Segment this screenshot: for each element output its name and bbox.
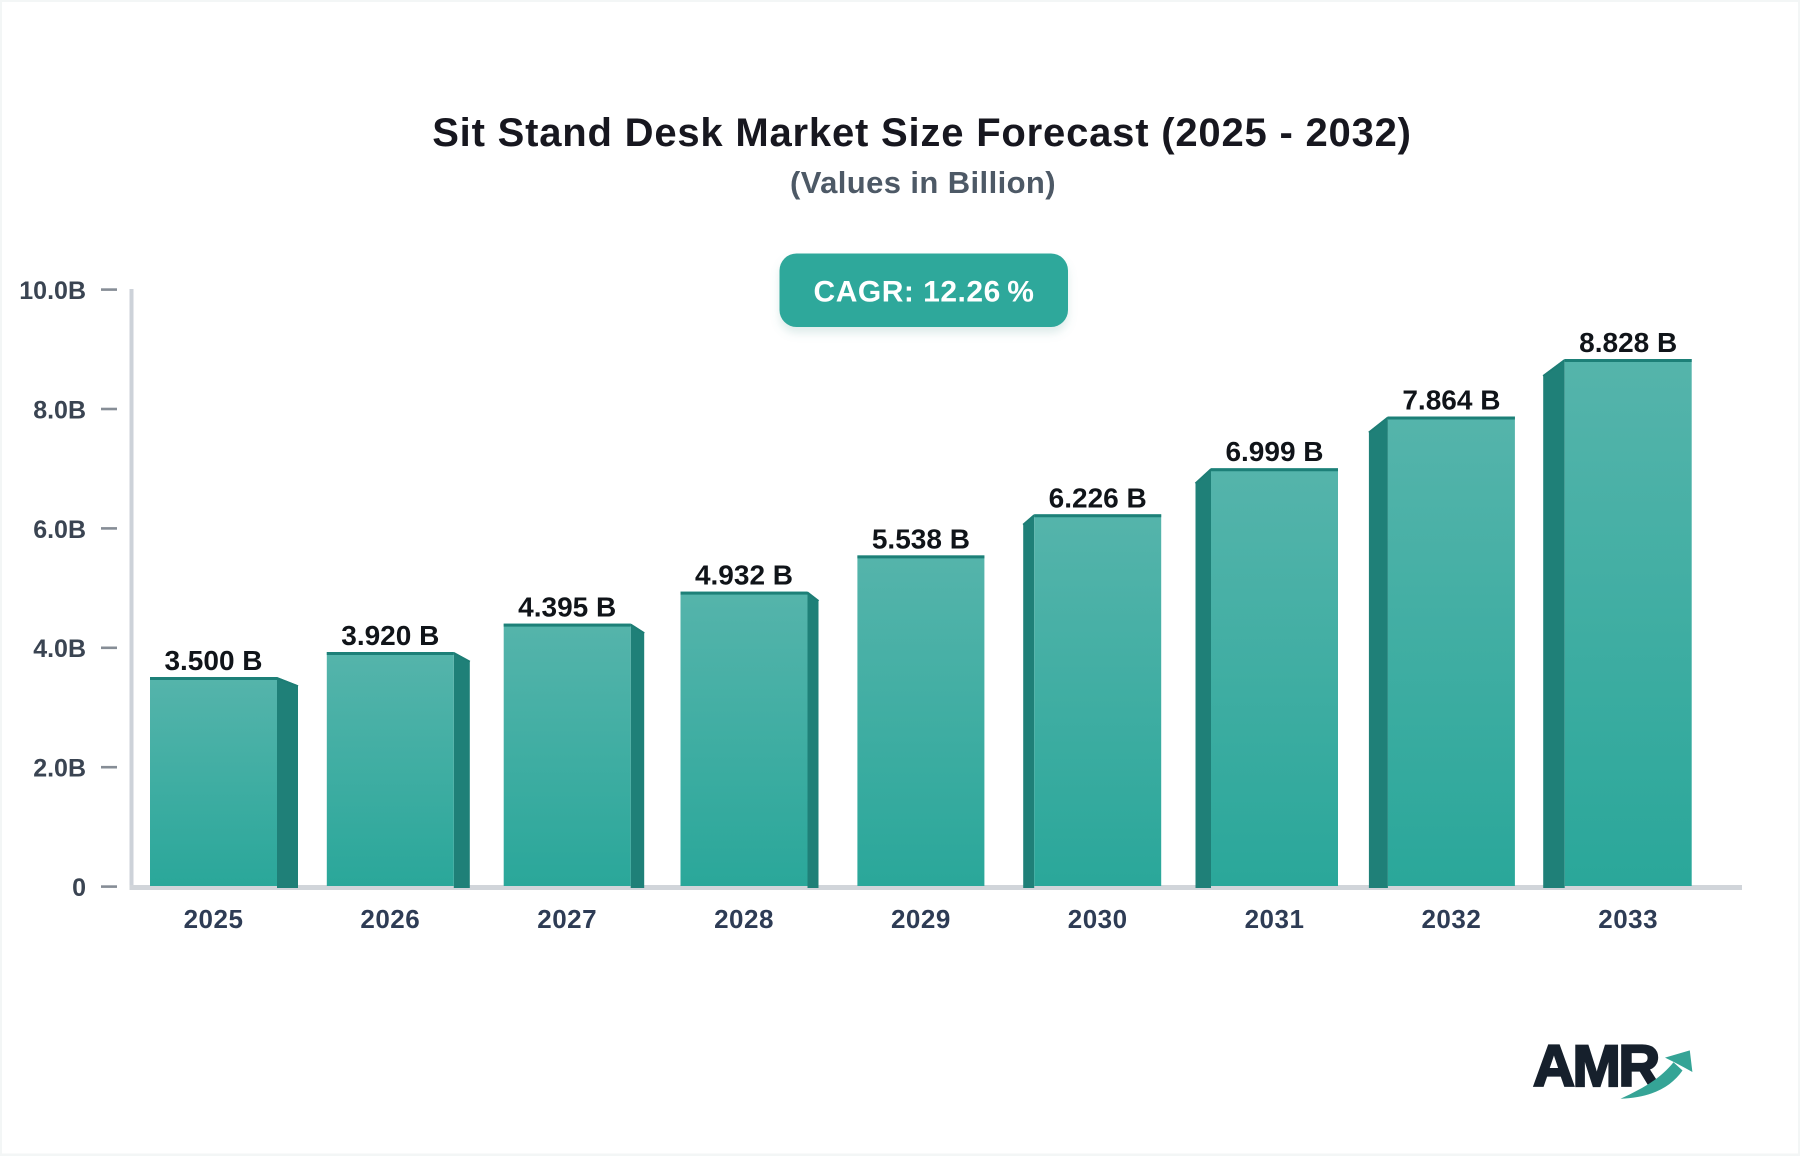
- svg-text:6.226 B: 6.226 B: [1049, 482, 1147, 513]
- svg-text:8.828 B: 8.828 B: [1579, 327, 1677, 358]
- svg-text:2031: 2031: [1245, 904, 1305, 934]
- svg-text:2028: 2028: [714, 904, 774, 934]
- svg-text:3.500 B: 3.500 B: [164, 645, 262, 676]
- svg-text:2.0B: 2.0B: [33, 755, 86, 783]
- svg-text:4.395 B: 4.395 B: [518, 592, 616, 623]
- svg-text:0: 0: [72, 874, 86, 902]
- svg-text:3.920 B: 3.920 B: [341, 620, 439, 651]
- svg-text:10.0B: 10.0B: [19, 277, 86, 305]
- svg-text:2030: 2030: [1068, 904, 1128, 934]
- svg-text:4.932 B: 4.932 B: [695, 560, 793, 591]
- svg-text:4.0B: 4.0B: [33, 635, 86, 663]
- svg-text:2027: 2027: [537, 904, 597, 934]
- svg-text:2029: 2029: [891, 904, 951, 934]
- svg-text:Sit Stand Desk Market Size For: Sit Stand Desk Market Size Forecast (202…: [432, 111, 1412, 155]
- svg-text:(Values in Billion): (Values in Billion): [790, 165, 1056, 200]
- svg-text:5.538 B: 5.538 B: [872, 523, 970, 554]
- svg-text:2026: 2026: [360, 904, 420, 934]
- svg-text:2033: 2033: [1598, 904, 1658, 934]
- svg-text:CAGR: 12.26 %: CAGR: 12.26 %: [814, 276, 1035, 309]
- svg-text:2025: 2025: [184, 904, 244, 934]
- svg-text:7.864 B: 7.864 B: [1402, 385, 1500, 416]
- svg-text:6.999 B: 6.999 B: [1225, 436, 1323, 467]
- svg-text:8.0B: 8.0B: [33, 396, 86, 424]
- svg-text:6.0B: 6.0B: [33, 516, 86, 544]
- svg-text:AMR: AMR: [1533, 1034, 1659, 1099]
- svg-text:2032: 2032: [1421, 904, 1481, 934]
